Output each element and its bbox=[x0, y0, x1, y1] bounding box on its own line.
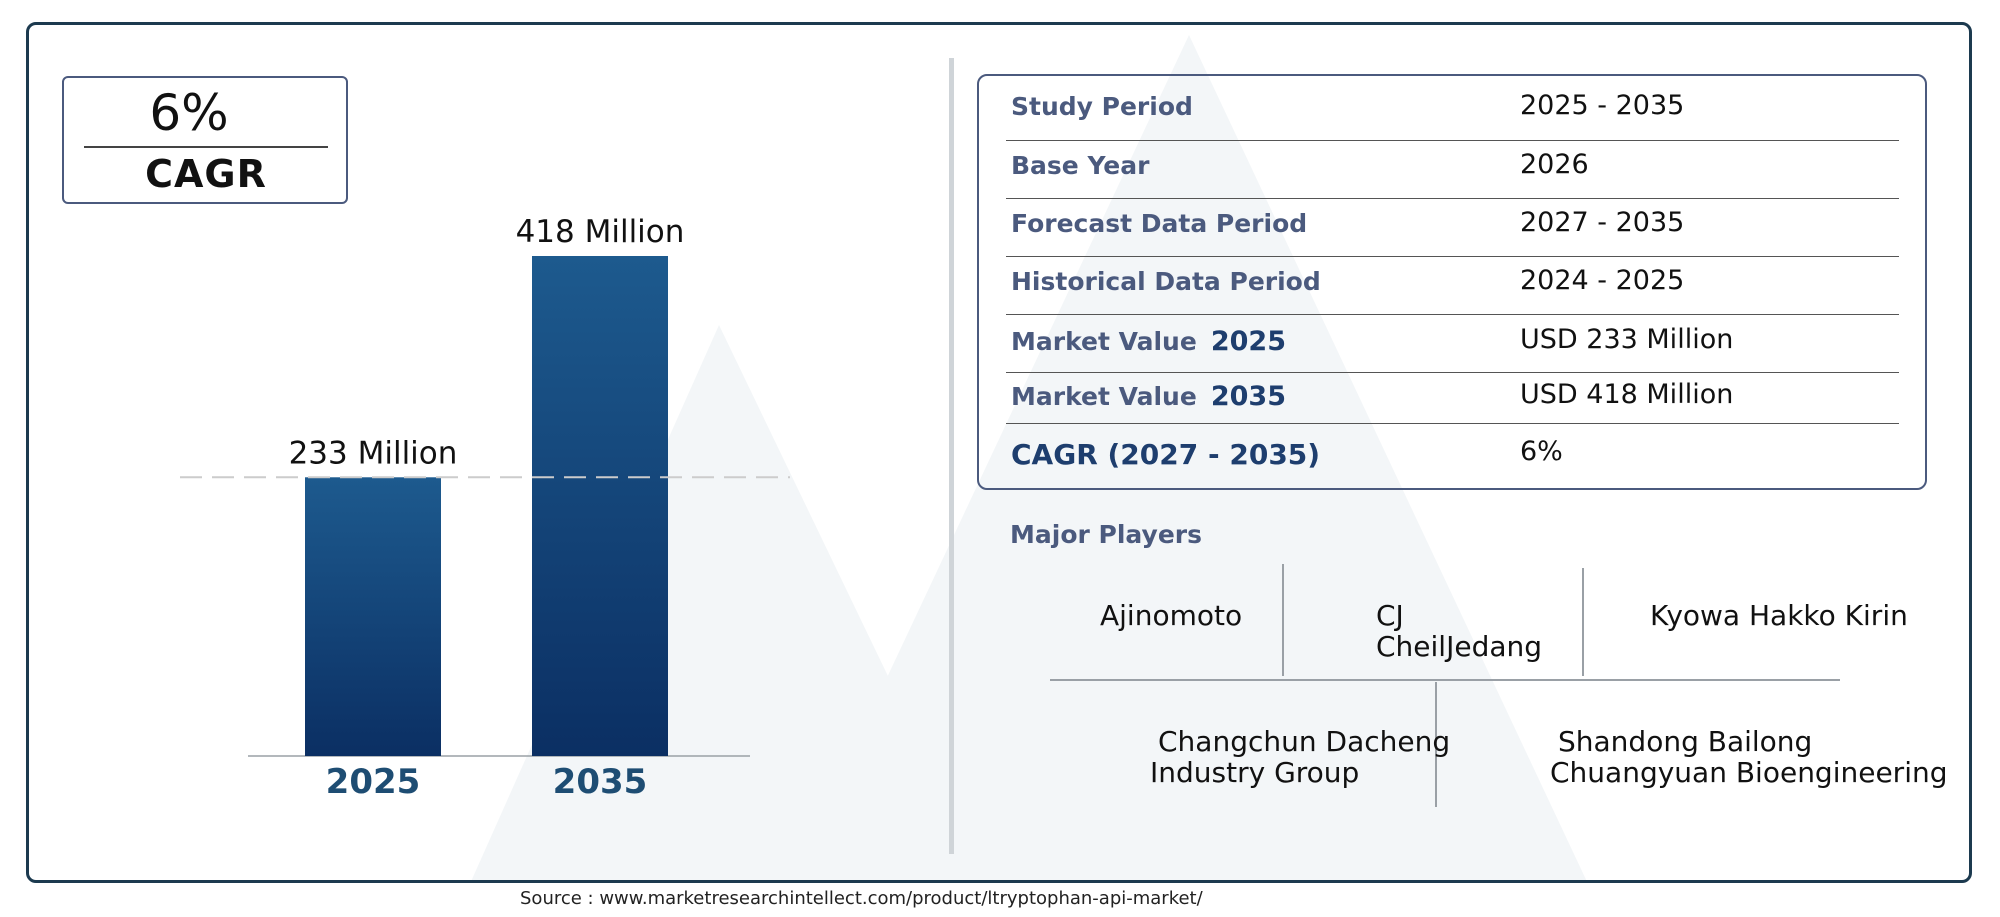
info-value-4: USD 233 Million bbox=[1520, 324, 1734, 355]
x-tick-2035: 2035 bbox=[553, 762, 648, 802]
players-divider-3 bbox=[1435, 682, 1437, 807]
info-value-1: 2026 bbox=[1520, 149, 1589, 180]
info-label-2: Forecast Data Period bbox=[1011, 209, 1308, 238]
player-cj-cheiljedang: CJ CheilJedang bbox=[1376, 599, 1543, 663]
info-row-divider-5 bbox=[1006, 423, 1899, 424]
info-value-2: 2027 - 2035 bbox=[1520, 207, 1685, 238]
major-players-title: Major Players bbox=[1010, 520, 1202, 549]
info-label-0: Study Period bbox=[1011, 92, 1193, 121]
cagr-value: 6% bbox=[149, 84, 229, 142]
info-row-divider-4 bbox=[1006, 372, 1899, 373]
info-table-box bbox=[977, 74, 1927, 490]
info-row-divider-1 bbox=[1006, 198, 1899, 199]
info-row-divider-0 bbox=[1006, 140, 1899, 141]
info-label-4: Market Value 2025 bbox=[1011, 326, 1286, 357]
data-label-2025: 233 Million bbox=[289, 435, 458, 471]
cagr-divider bbox=[84, 146, 328, 148]
data-label-2035: 418 Million bbox=[516, 214, 685, 250]
info-row-divider-2 bbox=[1006, 256, 1899, 257]
info-label-3: Historical Data Period bbox=[1011, 267, 1321, 296]
info-row-divider-3 bbox=[1006, 314, 1899, 315]
players-divider-2 bbox=[1582, 568, 1584, 676]
vertical-divider bbox=[949, 58, 954, 854]
bar-chart: 233 Million 2025 418 Million 2035 bbox=[180, 214, 790, 802]
info-label-5: Market Value 2035 bbox=[1011, 381, 1286, 412]
cagr-label: CAGR bbox=[145, 152, 267, 196]
cagr-box: 6% CAGR bbox=[62, 76, 348, 204]
player-ajinomoto: Ajinomoto bbox=[1100, 599, 1243, 632]
info-value-5: USD 418 Million bbox=[1520, 379, 1734, 410]
info-value-0: 2025 - 2035 bbox=[1520, 90, 1685, 121]
player-kyowa-hakko-kirin: Kyowa Hakko Kirin bbox=[1650, 599, 1908, 632]
info-label-1: Base Year bbox=[1011, 151, 1150, 180]
player-shandong-bailong: Shandong Bailong Chuangyuan Bioengineeri… bbox=[1550, 725, 1948, 789]
bar-2025 bbox=[305, 477, 441, 756]
bar-2035 bbox=[532, 256, 668, 756]
players-divider-1 bbox=[1282, 564, 1284, 676]
x-tick-2025: 2025 bbox=[326, 762, 421, 802]
source-citation: Source : www.marketresearchintellect.com… bbox=[520, 888, 1203, 909]
info-value-6: 6% bbox=[1520, 436, 1563, 467]
info-value-3: 2024 - 2025 bbox=[1520, 265, 1685, 296]
player-changchun-dacheng: Changchun Dacheng Industry Group bbox=[1150, 725, 1451, 789]
info-label-6: CAGR (2027 - 2035) bbox=[1011, 438, 1321, 471]
players-divider-horizontal bbox=[1050, 679, 1840, 681]
